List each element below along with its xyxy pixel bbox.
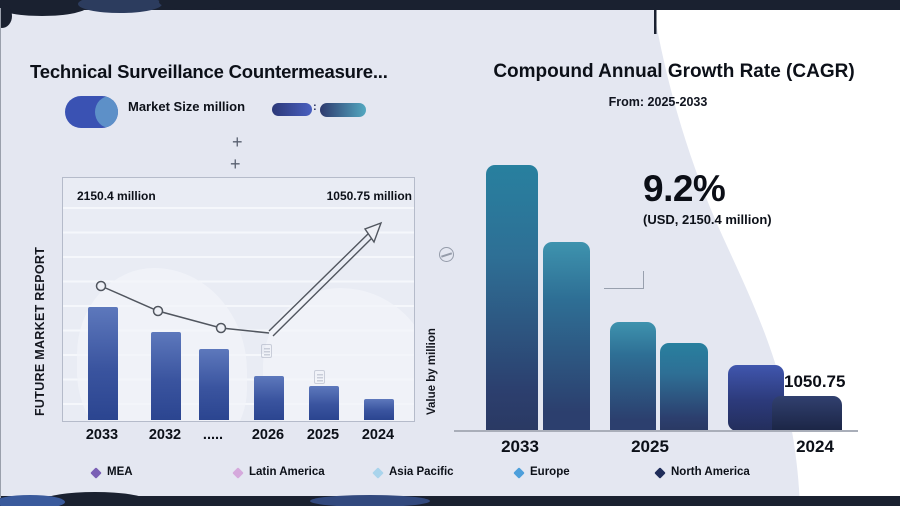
plus-mark-icon: + [230,154,241,174]
bar-2033-front [486,165,538,431]
trend-line-and-arrow [95,221,383,337]
legend-label: MEA [107,466,133,478]
bar-2025 [309,386,339,420]
value-by-million-axis-label: Value by million [426,328,438,415]
cagr-title: Compound Annual Growth Rate (CAGR) [493,61,855,82]
cagr-value: 9.2% [643,168,726,209]
document-icon [261,344,272,358]
bar-2024-back [772,396,842,431]
future-market-report-watermark: FUTURE MARKET REPORT [33,246,47,416]
value-annotation-right: 1050.75 million [326,189,412,203]
x-label-2032: 2032 [148,427,182,443]
left-chart-title: Technical Surveillance Countermeasure... [30,61,388,82]
market-size-legend-label: Market Size million [128,99,246,114]
ratio-pill-left-icon [272,103,312,116]
bar-2025-front [610,321,656,431]
legend-label: Latin America [249,466,325,478]
x-label-2033: 2033 [501,437,539,456]
page-left-border [0,8,1,498]
bar-2025-back [660,343,708,431]
bar-2024 [364,398,394,420]
cagr-note: (USD, 2150.4 million) [643,212,772,227]
document-icon [314,370,325,384]
cagr-subtitle: From: 2025-2033 [608,95,708,109]
bar-value-annotation: 1050.75 [784,372,846,391]
bar-2026 [254,375,284,420]
slashed-circle-icon [439,247,454,262]
x-label-2024: 2024 [361,427,395,443]
plus-mark-icon: + [232,132,243,152]
cylinder-legend-icon [65,96,118,128]
bar-2032 [151,331,181,420]
legend-label: Asia Pacific [389,466,454,478]
bar-2033 [88,307,118,420]
x-label-dots: ..... [202,427,224,443]
legend-label: North America [671,466,750,478]
bar-dots [199,348,229,420]
right-bar-chart [454,150,860,432]
step-bracket-decoration [604,271,644,289]
x-label-2025: 2025 [631,437,669,456]
x-label-2026: 2026 [251,427,285,443]
ratio-pill-right-icon [320,103,366,117]
x-label-2024: 2024 [796,437,834,456]
cylinder-cap-icon [95,96,118,128]
left-bar-chart-plot: 2150.4 million 1050.75 million [62,177,415,422]
bar-2033-back [543,242,590,431]
ratio-separator: : [313,101,317,113]
x-axis-line [454,430,858,432]
x-label-2025: 2025 [306,427,340,443]
legend-label: Europe [530,466,570,478]
value-annotation-left: 2150.4 million [77,189,156,203]
x-label-2033: 2033 [85,427,119,443]
